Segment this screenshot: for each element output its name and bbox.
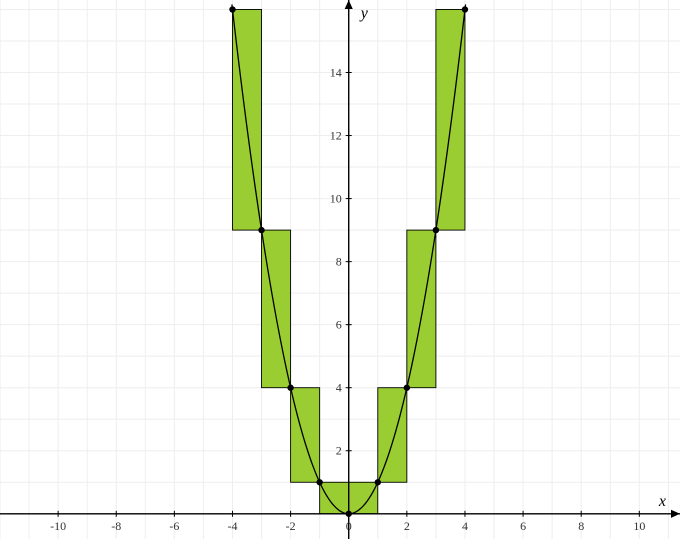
- sample-point: [404, 385, 410, 391]
- riemann-rect: [291, 388, 320, 483]
- riemann-chart: x y -10 -8 -6 -4 -2 0 2 4 6 8 10 2 4 6 8 10 12 14: [0, 0, 680, 539]
- sample-point: [316, 479, 322, 485]
- sample-point: [258, 227, 264, 233]
- y-axis-label: y: [359, 5, 369, 22]
- x-tick-label: -6: [169, 519, 179, 533]
- y-tick-label: 12: [330, 129, 342, 143]
- y-tick-label: 8: [336, 255, 342, 269]
- x-tick-label: -8: [111, 519, 121, 533]
- y-tick-label: 2: [336, 444, 342, 458]
- y-tick-label: 4: [336, 381, 342, 395]
- sample-point: [229, 6, 235, 12]
- sample-point: [375, 479, 381, 485]
- x-tick-label: 8: [578, 519, 584, 533]
- x-tick-label: -4: [227, 519, 237, 533]
- x-tick-label: -10: [50, 519, 66, 533]
- x-tick-label: 6: [520, 519, 526, 533]
- riemann-rect: [349, 482, 378, 514]
- riemann-rect: [378, 388, 407, 483]
- sample-point: [287, 385, 293, 391]
- y-tick-label: 14: [330, 65, 342, 79]
- riemann-rect: [320, 482, 349, 514]
- sample-point: [346, 511, 352, 517]
- x-axis-label: x: [658, 493, 666, 510]
- x-tick-label: 4: [462, 519, 468, 533]
- x-tick-label: 10: [633, 519, 645, 533]
- sample-point: [462, 6, 468, 12]
- y-tick-label: 10: [330, 192, 342, 206]
- x-tick-label: -2: [286, 519, 296, 533]
- plot-background: [0, 0, 680, 539]
- x-tick-label: 0: [346, 519, 352, 533]
- y-tick-label: 6: [336, 318, 342, 332]
- sample-point: [433, 227, 439, 233]
- x-tick-label: 2: [404, 519, 410, 533]
